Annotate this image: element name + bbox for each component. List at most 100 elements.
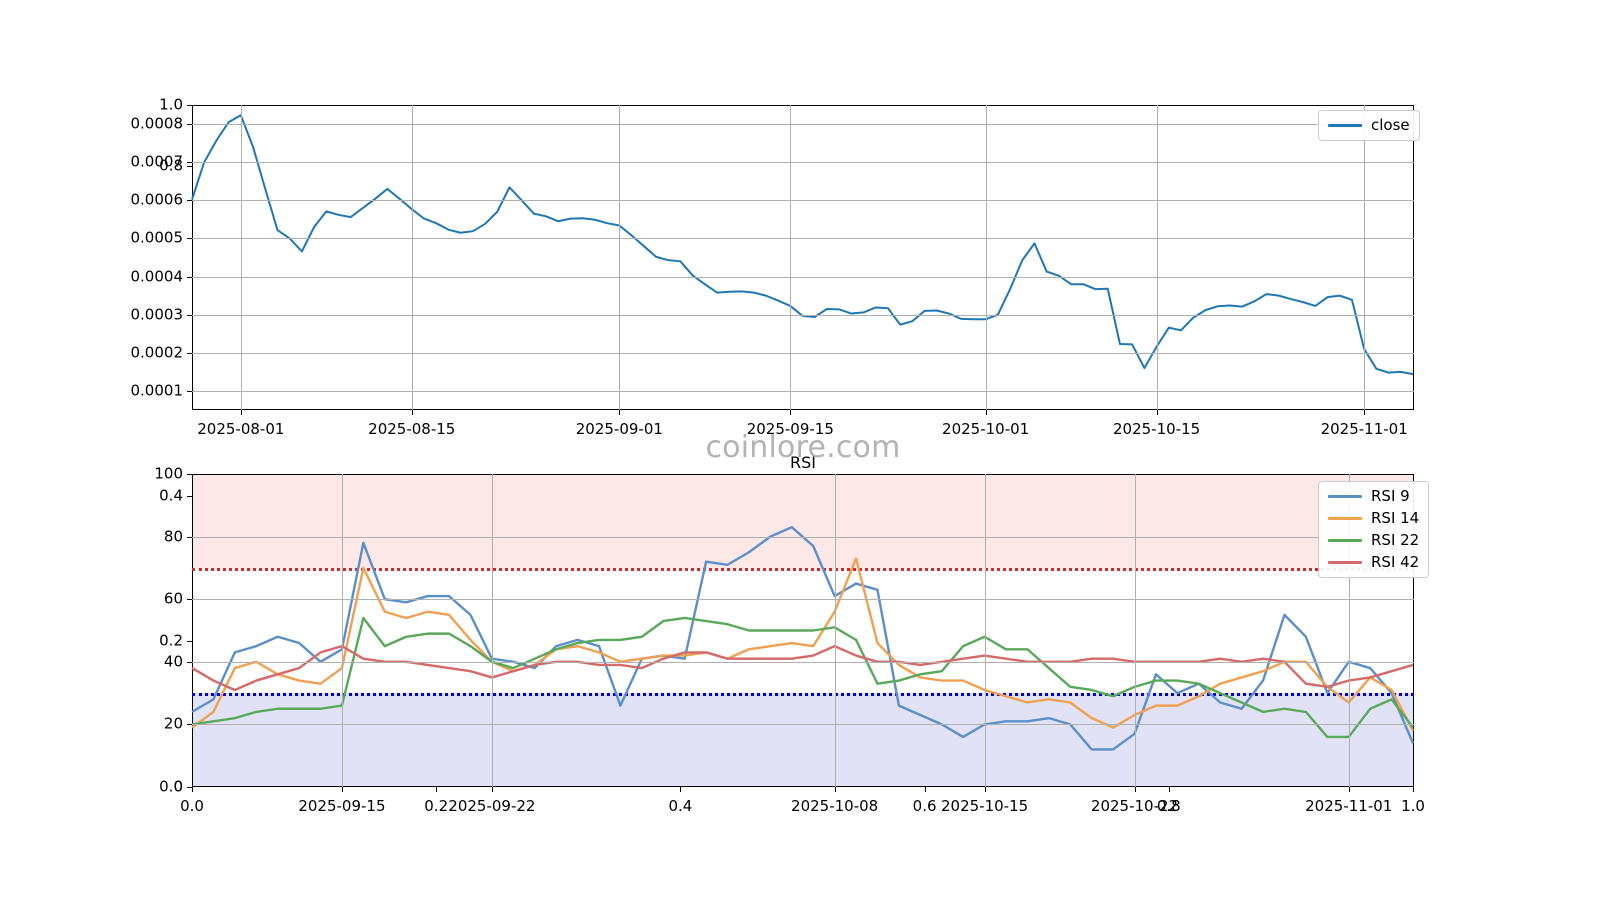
rsi-x-tick-label: 2025-10-08 [791, 797, 879, 815]
rsi-x-tick-label-secondary: 0.6 [912, 797, 937, 815]
rsi-x-tick-mark [834, 787, 836, 792]
legend-item-rsi-9[interactable]: RSI 9 [1328, 488, 1419, 505]
rsi-axis-spine-right [1413, 474, 1414, 787]
price-axis-spine-bottom [192, 409, 1414, 410]
rsi-series-rsi-14 [192, 559, 1413, 731]
price-gridline-v [790, 105, 792, 410]
legend-label: close [1371, 116, 1410, 134]
price-gridline-v [619, 105, 621, 410]
rsi-gridline-v [984, 474, 986, 787]
legend-swatch-icon [1328, 517, 1362, 520]
rsi-chart-title: RSI [790, 453, 816, 472]
price-x-tick-label: 2025-10-15 [1112, 420, 1201, 438]
rsi-x-tick-mark-secondary [192, 787, 193, 792]
legend-item-rsi-42[interactable]: RSI 42 [1328, 554, 1419, 571]
price-x-tick-label: 2025-09-15 [746, 420, 834, 438]
rsi-y-tick-mark [187, 724, 192, 726]
rsi-y-tick-label-secondary: 0.4 [159, 486, 183, 505]
price-axis-spine-right [1413, 105, 1414, 410]
price-series-close [192, 115, 1413, 374]
price-chart-legend[interactable]: close [1318, 110, 1420, 141]
price-y-tick-mark [187, 200, 192, 202]
price-x-tick-label: 2025-08-01 [197, 420, 285, 438]
price-gridline-h [192, 276, 1414, 278]
price-x-tick-mark [240, 410, 242, 415]
price-gridline-h [192, 124, 1414, 126]
price-gridline-v [411, 105, 413, 410]
rsi-y-tick-label: 40 [163, 652, 183, 671]
rsi-y-tick-label: 0 [173, 777, 183, 796]
rsi-axis-spine-bottom [192, 786, 1414, 787]
legend-label: RSI 22 [1371, 531, 1420, 549]
price-gridline-h [192, 238, 1414, 240]
rsi-y-tick-mark-secondary [187, 641, 192, 643]
rsi-y-tick-mark [187, 536, 192, 538]
price-gridline-h [192, 162, 1414, 164]
rsi-x-tick-label-secondary: 0.2 [424, 797, 449, 815]
rsi-y-tick-mark [187, 661, 192, 663]
rsi-x-tick-label-secondary: 0.0 [180, 797, 204, 815]
rsi-gridline-v [341, 474, 343, 787]
price-x-tick-mark [790, 410, 792, 415]
watermark: coinlore.com [705, 430, 901, 465]
rsi-y-tick-mark [187, 474, 192, 475]
rsi-axis-spine-left [192, 474, 193, 787]
price-x-tick-label: 2025-09-01 [575, 420, 663, 438]
legend-item-rsi-22[interactable]: RSI 22 [1328, 532, 1419, 549]
price-x-tick-mark [411, 410, 413, 415]
rsi-x-tick-label: 2025-09-22 [448, 797, 536, 815]
rsi-x-tick-label-secondary: 0.8 [1156, 797, 1181, 815]
rsi-y-tick-mark [187, 599, 192, 601]
price-y-tick-label: 0.0007 [130, 152, 184, 171]
rsi-series-rsi-42 [192, 646, 1413, 690]
rsi-overbought-band [192, 474, 1414, 568]
price-gridline-v [1364, 105, 1366, 410]
price-gridline-h [192, 352, 1414, 354]
rsi-y-tick-label: 100 [154, 464, 183, 483]
legend-item-rsi-14[interactable]: RSI 14 [1328, 510, 1419, 527]
price-x-tick-label: 2025-08-15 [368, 420, 456, 438]
rsi-gridline-v [1134, 474, 1136, 787]
rsi-gridline-h [192, 536, 1414, 538]
rsi-oversold-band [192, 693, 1414, 787]
legend-label: RSI 42 [1371, 553, 1420, 571]
rsi-x-tick-label: 2025-11-01 [1305, 797, 1393, 815]
price-y-tick-label: 0.0006 [130, 190, 184, 209]
rsi-chart-legend[interactable]: RSI 9 RSI 14 RSI 22 RSI 42 [1318, 481, 1430, 578]
price-x-tick-label: 2025-10-01 [942, 420, 1030, 438]
rsi-y-tick-label: 20 [163, 714, 183, 733]
rsi-y-tick-mark-secondary [187, 495, 192, 497]
price-y-tick-label-secondary: 0.8 [159, 156, 183, 175]
price-y-tick-label: 0.0002 [130, 343, 184, 362]
price-y-tick-mark [187, 314, 192, 316]
rsi-gridline-h [192, 599, 1414, 601]
rsi-x-tick-mark [984, 787, 986, 792]
rsi-gridline-v [491, 474, 493, 787]
price-y-tick-label-secondary: 1.0 [159, 95, 183, 114]
price-x-tick-mark [985, 410, 987, 415]
rsi-gridline-v [834, 474, 836, 787]
legend-label: RSI 14 [1371, 509, 1420, 527]
price-x-tick-mark [1156, 410, 1158, 415]
rsi-chart-axes [192, 474, 1414, 787]
price-gridline-v [985, 105, 987, 410]
rsi-x-tick-mark [1348, 787, 1350, 792]
legend-swatch-icon [1328, 124, 1362, 127]
price-gridline-v [240, 105, 242, 410]
price-y-tick-label: 0.0004 [130, 267, 184, 286]
rsi-x-tick-label: 2025-10-15 [940, 797, 1029, 815]
rsi-y-tick-label-secondary: 0.0 [159, 777, 183, 796]
price-y-tick-mark-secondary [187, 166, 192, 167]
rsi-x-tick-mark-secondary [1168, 787, 1170, 792]
rsi-axis-spine-top [192, 474, 1414, 475]
rsi-x-tick-mark-secondary [924, 787, 926, 792]
price-gridline-h [192, 200, 1414, 202]
price-y-tick-label: 0.0003 [130, 305, 184, 324]
rsi-gridline-v [1348, 474, 1350, 787]
rsi-line-plot [192, 474, 1414, 787]
legend-item-close[interactable]: close [1328, 117, 1410, 134]
price-y-tick-label: 0.0008 [130, 114, 184, 133]
legend-label: RSI 9 [1371, 487, 1410, 505]
rsi-y-tick-mark-secondary [187, 787, 192, 788]
rsi-x-tick-mark [491, 787, 493, 792]
